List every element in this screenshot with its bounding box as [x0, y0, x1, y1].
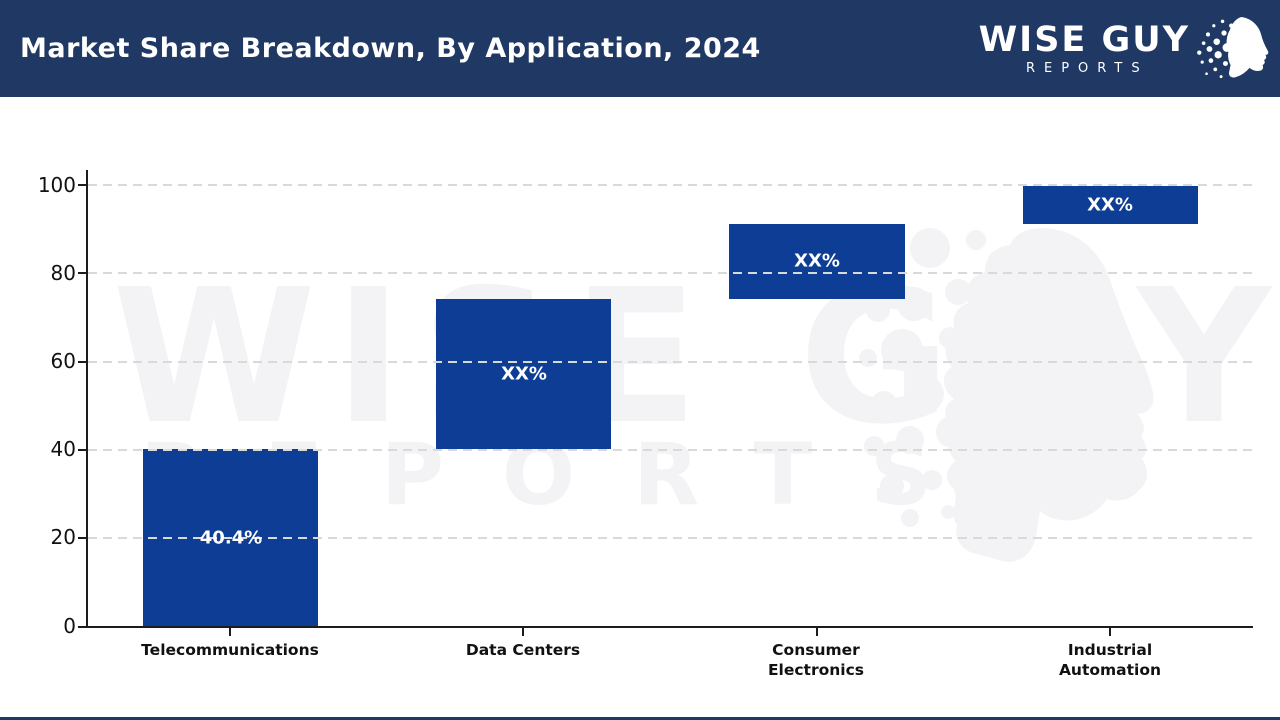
y-tick-label-100: 100 [37, 173, 76, 197]
x-tick-mark [816, 628, 818, 636]
y-tick-label-0: 0 [63, 614, 76, 638]
bar-consumer-electronics [729, 224, 905, 299]
gridline-40 [88, 449, 1253, 451]
y-tick-mark [78, 449, 86, 451]
gridline-20 [88, 537, 1253, 539]
gridline-80 [88, 272, 1253, 274]
logo-head-icon [1197, 17, 1269, 79]
x-tick-label-data-centers: Data Centers [465, 641, 581, 659]
x-tick-label-industrial-automation: Industrial Automation [1058, 641, 1162, 679]
page-title: Market Share Breakdown, By Application, … [20, 33, 761, 64]
watermark-head-icon [859, 228, 1154, 562]
bar-industrial-automation [1023, 186, 1198, 224]
x-tick-mark [1109, 628, 1111, 636]
gridline-100 [88, 184, 1253, 186]
x-tick-mark [522, 628, 524, 636]
gridline-60 [88, 361, 1253, 363]
y-tick-mark [78, 361, 86, 363]
y-tick-label-60: 60 [50, 349, 76, 373]
y-tick-mark [78, 184, 86, 186]
x-tick-label-telecommunications: Telecommunications [141, 641, 319, 659]
bar-value-label: XX% [1087, 194, 1133, 216]
y-axis-line [86, 170, 88, 628]
x-axis-line [86, 626, 1253, 628]
y-tick-mark [78, 537, 86, 539]
y-tick-mark [78, 272, 86, 274]
bar-value-label: 40.4% [199, 527, 263, 549]
y-tick-label-40: 40 [50, 437, 76, 461]
x-tick-mark [229, 628, 231, 636]
bar-value-label: XX% [501, 363, 547, 385]
y-tick-label-80: 80 [50, 261, 76, 285]
y-tick-mark [78, 626, 86, 628]
brand-logo: WISE GUY REPORTS [979, 4, 1272, 94]
y-tick-label-20: 20 [50, 525, 76, 549]
x-tick-label-consumer-electronics: Consumer Electronics [767, 641, 865, 679]
logo-subtitle: REPORTS [1025, 61, 1149, 76]
bar-value-label: XX% [794, 250, 840, 272]
logo-wordmark: WISE GUY [978, 20, 1190, 60]
bottom-accent-strip [0, 717, 1280, 720]
header-bar: Market Share Breakdown, By Application, … [0, 0, 1280, 97]
bar-data-centers [436, 299, 611, 449]
